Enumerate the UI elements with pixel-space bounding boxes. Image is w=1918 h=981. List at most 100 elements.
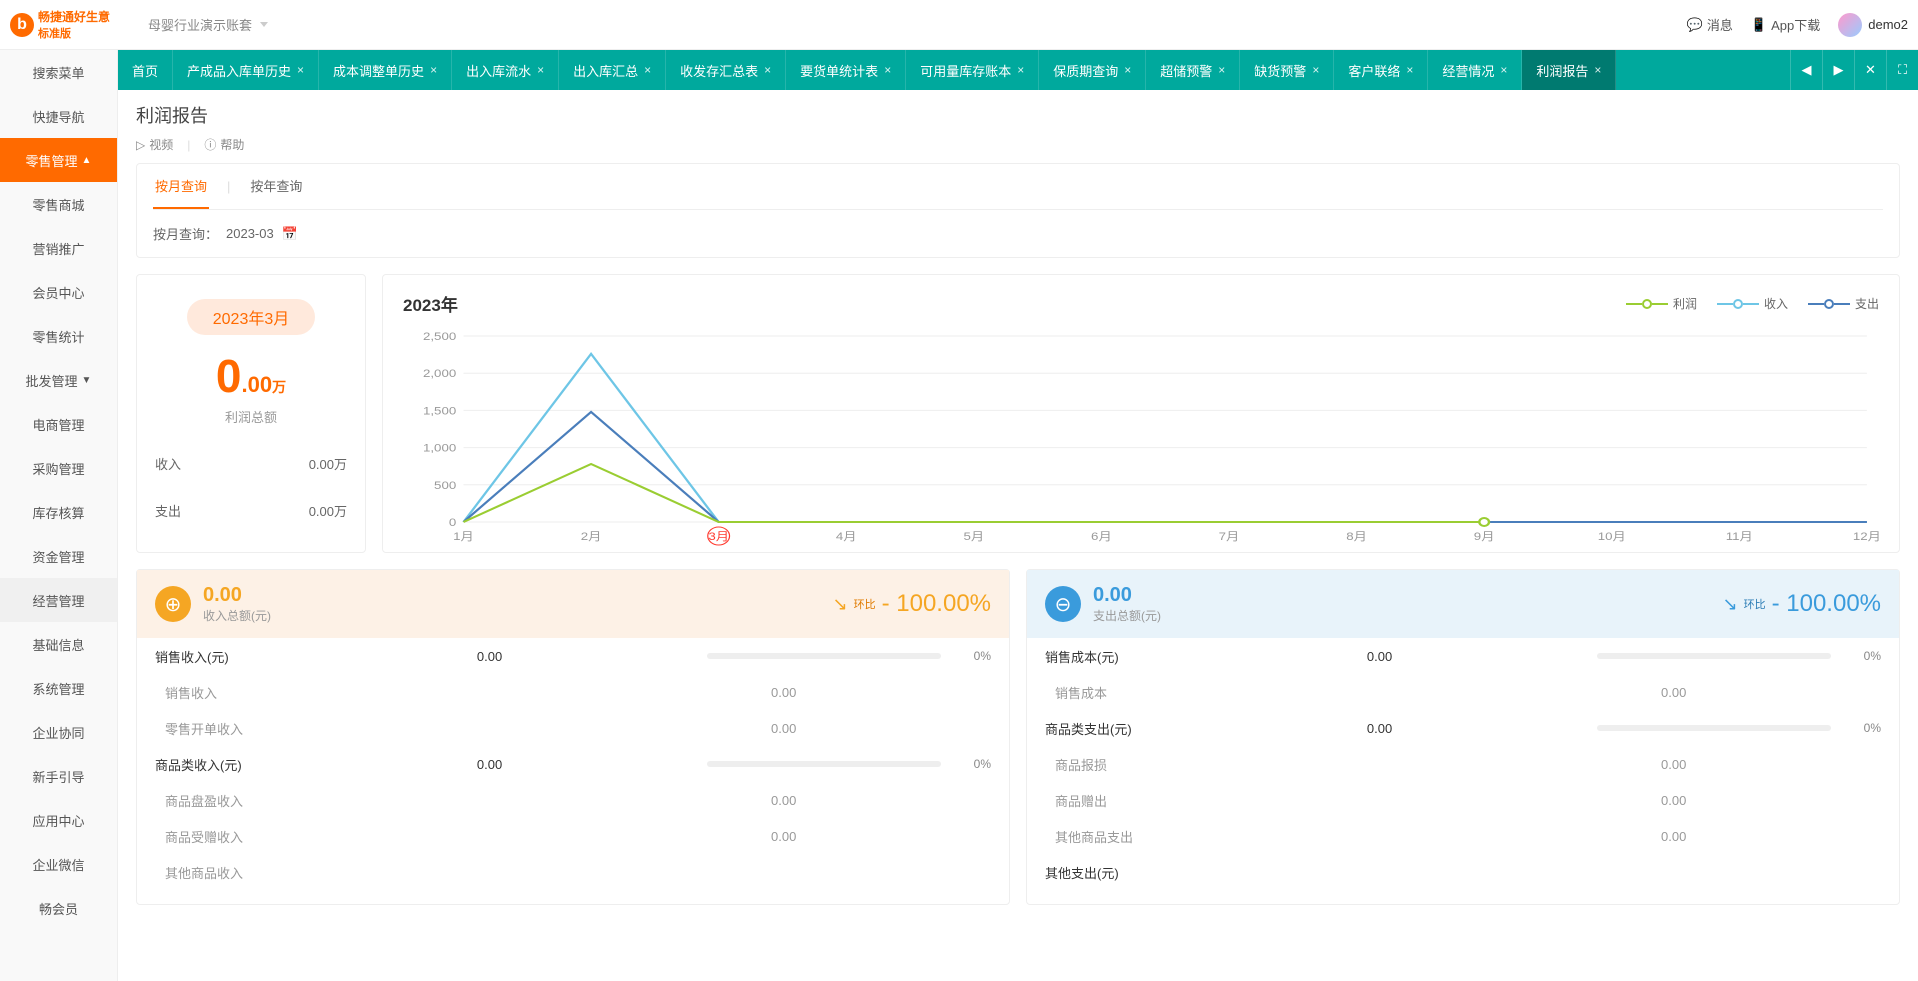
expense-panel: ⊖ 0.00 支出总额(元) ↘ 环比 - 100.00% [1026, 569, 1900, 905]
account-selector[interactable]: 母婴行业演示账套 [140, 11, 276, 38]
tab[interactable]: 出入库汇总× [559, 50, 666, 90]
sidebar-item[interactable]: 基础信息 [0, 622, 117, 666]
sidebar-item[interactable]: 零售管理▲ [0, 138, 117, 182]
sidebar-item[interactable]: 新手引导 [0, 754, 117, 798]
close-icon[interactable]: × [1406, 63, 1413, 77]
tabs-close-all[interactable]: ✕ [1854, 50, 1886, 90]
tab[interactable]: 经营情况× [1428, 50, 1522, 90]
tab[interactable]: 保质期查询× [1039, 50, 1146, 90]
sidebar-item[interactable]: 企业协同 [0, 710, 117, 754]
legend-income[interactable]: 收入 [1717, 295, 1788, 312]
data-row: 商品类支出(元)0.000% [1045, 710, 1881, 746]
sidebar-item[interactable]: 采购管理 [0, 446, 117, 490]
svg-text:9月: 9月 [1474, 530, 1495, 543]
help-icon: ⓘ [204, 136, 216, 153]
sidebar-item[interactable]: 会员中心 [0, 270, 117, 314]
close-icon[interactable]: × [537, 63, 544, 77]
chart-card: 2023年 利润 收入 支出 05001,0001,5002,0002,5001… [382, 274, 1900, 553]
query-box: 按月查询 | 按年查询 按月查询： 2023-03 📅 [136, 163, 1900, 258]
sidebar-item[interactable]: 零售商城 [0, 182, 117, 226]
sidebar-item[interactable]: 资金管理 [0, 534, 117, 578]
coins-plus-icon: ⊕ [155, 586, 191, 622]
trend-down-icon: ↘ [833, 594, 848, 615]
data-row: 其他商品收入 [155, 854, 991, 890]
tab[interactable]: 客户联络× [1334, 50, 1428, 90]
sidebar-item[interactable]: 快捷导航 [0, 94, 117, 138]
data-row: 商品盘盈收入0.00 [155, 782, 991, 818]
coins-minus-icon: ⊖ [1045, 586, 1081, 622]
content: 利润报告 ▷视频 | ⓘ帮助 按月查询 | 按年查询 按月查询： 2023-03 [118, 90, 1918, 981]
income-change: - 100.00% [882, 590, 991, 618]
data-row: 销售成本(元)0.000% [1045, 638, 1881, 674]
sidebar-item[interactable]: 零售统计 [0, 314, 117, 358]
caret-icon: ▲ [82, 155, 92, 166]
tab[interactable]: 产成品入库单历史× [173, 50, 319, 90]
svg-text:10月: 10月 [1598, 530, 1626, 543]
data-row: 商品受赠收入0.00 [155, 818, 991, 854]
profit-total: 0.00万 [155, 353, 347, 399]
user-menu[interactable]: demo2 [1838, 13, 1908, 37]
svg-text:1,000: 1,000 [423, 442, 456, 455]
query-tab-year[interactable]: 按年查询 [248, 164, 304, 209]
sidebar-item[interactable]: 经营管理 [0, 578, 117, 622]
close-icon[interactable]: × [430, 63, 437, 77]
tab[interactable]: 首页 [118, 50, 173, 90]
close-icon[interactable]: × [1218, 63, 1225, 77]
close-icon[interactable]: × [1594, 63, 1601, 77]
tab[interactable]: 超储预警× [1146, 50, 1240, 90]
tab[interactable]: 缺货预警× [1240, 50, 1334, 90]
month-query-label: 按月查询： [153, 224, 218, 243]
income-amount: 0.00 [203, 584, 271, 607]
tab[interactable]: 可用量库存账本× [906, 50, 1039, 90]
logo: b 畅捷通好生意 标准版 [10, 8, 110, 41]
expense-amount: 0.00 [1093, 584, 1161, 607]
help-link[interactable]: ⓘ帮助 [204, 136, 244, 153]
video-link[interactable]: ▷视频 [136, 136, 173, 153]
data-row: 销售收入0.00 [155, 674, 991, 710]
close-icon[interactable]: × [1312, 63, 1319, 77]
expense-label: 支出总额(元) [1093, 607, 1161, 624]
tab[interactable]: 成本调整单历史× [319, 50, 452, 90]
chart-title: 2023年 [403, 291, 458, 316]
sidebar-item[interactable]: 批发管理▼ [0, 358, 117, 402]
close-icon[interactable]: × [764, 63, 771, 77]
data-row: 商品赠出0.00 [1045, 782, 1881, 818]
tab[interactable]: 利润报告× [1522, 50, 1616, 90]
tab[interactable]: 要货单统计表× [786, 50, 906, 90]
profit-label: 利润总额 [155, 407, 347, 426]
svg-text:7月: 7月 [1219, 530, 1240, 543]
logo-icon: b [10, 13, 34, 37]
calendar-icon[interactable]: 📅 [282, 226, 298, 242]
sidebar-item[interactable]: 应用中心 [0, 798, 117, 842]
close-icon[interactable]: × [1017, 63, 1024, 77]
close-icon[interactable]: × [1500, 63, 1507, 77]
tabs-fullscreen[interactable]: ⛶ [1886, 50, 1918, 90]
sidebar-item[interactable]: 搜索菜单 [0, 50, 117, 94]
legend-profit[interactable]: 利润 [1626, 295, 1697, 312]
tabs-bar: 首页产成品入库单历史×成本调整单历史×出入库流水×出入库汇总×收发存汇总表×要货… [118, 50, 1918, 90]
svg-text:1月: 1月 [453, 530, 474, 543]
close-icon[interactable]: × [297, 63, 304, 77]
tab[interactable]: 出入库流水× [452, 50, 559, 90]
sidebar-item[interactable]: 畅会员 [0, 886, 117, 930]
tabs-scroll-right[interactable]: ▶ [1822, 50, 1854, 90]
account-name: 母婴行业演示账套 [148, 15, 252, 34]
sidebar-item[interactable]: 系统管理 [0, 666, 117, 710]
legend-expense[interactable]: 支出 [1808, 295, 1879, 312]
tab[interactable]: 收发存汇总表× [666, 50, 786, 90]
query-tab-month[interactable]: 按月查询 [153, 164, 209, 209]
close-icon[interactable]: × [1124, 63, 1131, 77]
close-icon[interactable]: × [644, 63, 651, 77]
app-download-button[interactable]: 📱 App下载 [1751, 15, 1820, 34]
month-query-value[interactable]: 2023-03 [226, 226, 274, 241]
sidebar-item[interactable]: 库存核算 [0, 490, 117, 534]
close-icon[interactable]: × [884, 63, 891, 77]
sidebar-item[interactable]: 电商管理 [0, 402, 117, 446]
tabs-scroll-left[interactable]: ◀ [1790, 50, 1822, 90]
sidebar-item[interactable]: 企业微信 [0, 842, 117, 886]
period-pill: 2023年3月 [187, 299, 316, 335]
svg-text:0: 0 [449, 516, 457, 529]
sidebar-item[interactable]: 营销推广 [0, 226, 117, 270]
messages-button[interactable]: 💬 消息 [1687, 15, 1733, 34]
svg-text:12月: 12月 [1853, 530, 1879, 543]
